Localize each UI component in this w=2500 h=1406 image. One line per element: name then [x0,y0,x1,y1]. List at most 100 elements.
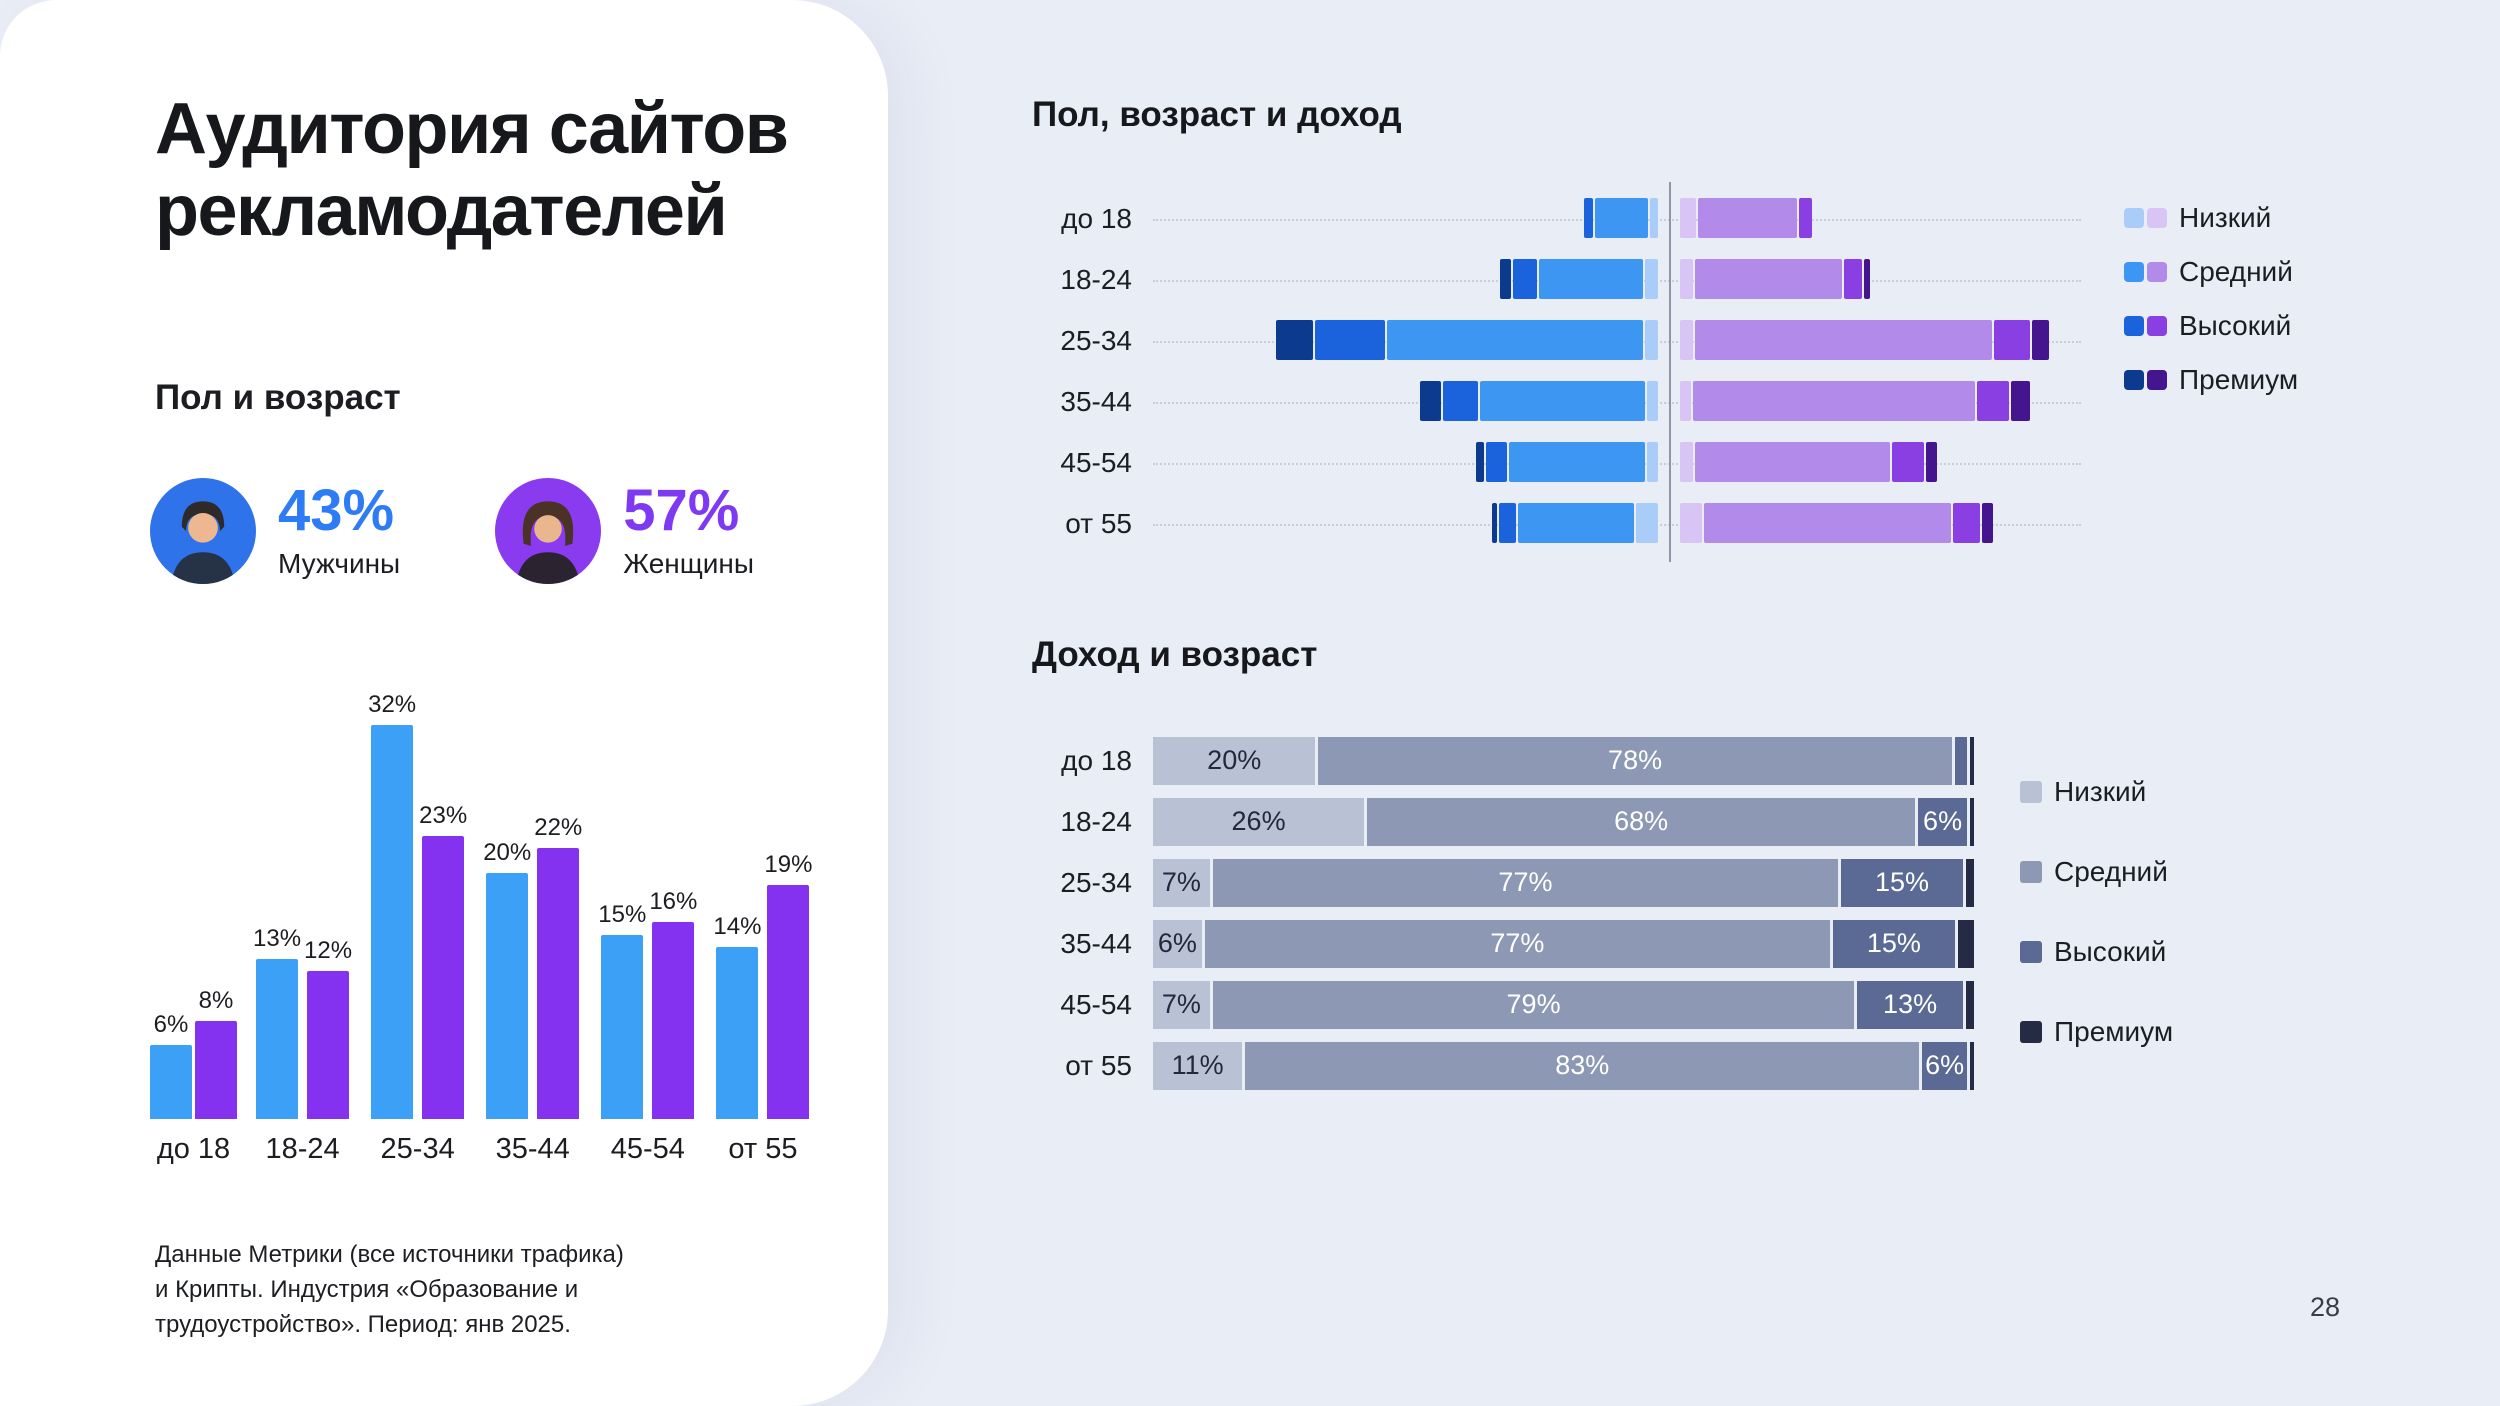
income-segment-label: 20% [1207,745,1262,775]
male-bar [256,959,299,1119]
bar-group: 15% 16% 45-54 [598,888,697,1166]
butterfly-plot [1153,493,2081,554]
legend-label: Средний [2179,256,2293,287]
female-segment [1704,503,1951,543]
female-segment [1698,198,1798,238]
female-segment [1976,381,2009,421]
female-stacked-bar [1680,259,1870,299]
butterfly-plot [1153,188,2081,249]
gender-stat-male-text: 43% Мужчины [278,482,400,580]
legend-item: Низкий [2020,752,2173,832]
legend-swatch-female [2147,370,2167,390]
income-segment-label: 26% [1231,806,1286,836]
bar-value-label: 23% [419,802,468,830]
male-avatar-icon [150,478,256,584]
female-label: Женщины [623,548,754,579]
butterfly-legend: Низкий Средний Высокий Премиум [2124,191,2298,407]
female-segment [1680,381,1692,421]
butterfly-row: 45-54 [1032,432,2081,493]
female-segment [1694,442,1890,482]
bar-pair: 6% 8% [150,987,237,1119]
income-segment [1965,980,1974,1029]
income-row-label: 25-34 [1060,866,1132,898]
bar-value-label: 14% [713,912,762,940]
bar-column: 14% [713,913,761,1119]
income-segment: 15% [1832,919,1955,968]
male-segment [1486,442,1507,482]
female-segment [1680,503,1703,543]
legend-swatch-female [2147,208,2167,228]
butterfly-plot [1153,310,2081,371]
left-panel: Аудитория сайтов рекламодателей Пол и во… [0,0,888,1406]
legend-label: Премиум [2054,1016,2174,1047]
legend-label: Низкий [2054,776,2147,807]
income-segment-label: 77% [1498,867,1553,897]
income-row: от 55 11% 83% 6% [1032,1035,1974,1096]
bar-column: 16% [649,888,697,1119]
bar-column: 23% [419,802,467,1119]
income-segment [1957,919,1974,968]
male-segment [1645,320,1658,360]
bar-value-label: 22% [534,814,583,842]
section-title-gender-age-income: Пол, возраст и доход [1032,95,1402,134]
income-segment: 7% [1153,858,1210,907]
gender-stat-female: 57% Женщины [495,478,754,584]
footnote-line3: трудоустройство». Период: янв 2025. [155,1310,571,1338]
female-segment [1680,442,1693,482]
legend-item: Премиум [2124,353,2298,407]
female-segment [1843,259,1862,299]
male-segment [1539,259,1644,299]
female-segment [1694,259,1842,299]
legend-item: Высокий [2124,299,2298,353]
income-segment: 26% [1153,797,1365,846]
female-stacked-bar [1680,198,1812,238]
male-segment [1498,503,1517,543]
bar-value-label: 6% [153,1011,189,1039]
male-segment [1442,381,1479,421]
bar-category-label: 35-44 [495,1133,570,1165]
bar-value-label: 8% [198,986,234,1014]
legend-item: Премиум [2020,992,2173,1072]
female-segment [1693,381,1975,421]
legend-item: Низкий [2124,191,2298,245]
male-segment [1645,259,1658,299]
income-row-label: 35-44 [1060,927,1132,959]
income-segment [1969,797,1974,846]
bar-value-label: 19% [764,851,813,879]
legend-swatch [2020,861,2042,883]
legend-item: Высокий [2020,912,2173,992]
male-segment [1387,320,1644,360]
legend-swatch-female [2147,316,2167,336]
bar-group: 20% 22% 35-44 [483,814,582,1166]
male-stacked-bar [1276,320,1658,360]
butterfly-row-label: 25-34 [1060,324,1132,356]
income-age-chart: до 18 20% 78% 18-24 26% 68% 6% 25-34 7% 77% 15% 35-… [1032,730,1974,1096]
female-bar [537,848,580,1119]
income-segment-label: 7% [1161,867,1201,897]
section-title-income-age: Доход и возраст [1032,635,1318,674]
income-segment-label: 15% [1866,928,1921,958]
income-bar: 11% 83% 6% [1153,1041,1974,1090]
bar-value-label: 15% [598,900,647,928]
male-bar [716,946,759,1119]
bar-category-label: 25-34 [380,1133,455,1165]
income-segment [1965,858,1974,907]
income-segment [1969,1041,1974,1090]
legend-label: Премиум [2179,364,2299,395]
gender-stats: 43% Мужчины 57% Женщины [150,478,754,584]
income-segment: 6% [1153,919,1202,968]
section-title-gender-age: Пол и возраст [155,378,401,417]
bar-group: 32% 23% 25-34 [368,691,467,1166]
butterfly-row-label: до 18 [1061,202,1132,234]
gender-stat-female-text: 57% Женщины [623,482,754,580]
butterfly-plot [1153,249,2081,310]
income-row-label: 18-24 [1060,805,1132,837]
income-segment-label: 77% [1490,928,1545,958]
income-segment: 77% [1204,919,1830,968]
bar-value-label: 12% [304,937,353,965]
bar-group: 13% 12% 18-24 [253,925,352,1166]
butterfly-row: 35-44 [1032,371,2081,432]
female-bar [422,836,465,1119]
income-row: до 18 20% 78% [1032,730,1974,791]
